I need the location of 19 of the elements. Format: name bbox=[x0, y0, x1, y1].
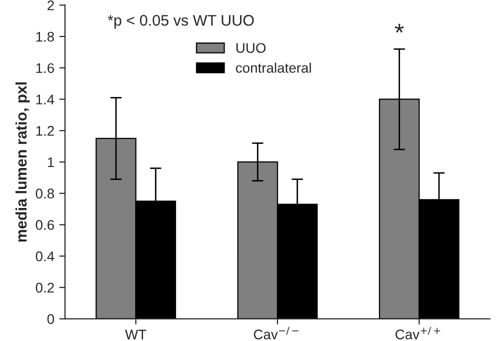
y-tick-label: 2 bbox=[48, 0, 54, 10]
y-tick-label: 1.6 bbox=[36, 63, 54, 74]
legend-label: UUO bbox=[236, 43, 266, 53]
y-tick-label: 0.2 bbox=[36, 282, 54, 293]
annotation: * bbox=[394, 24, 404, 33]
y-tick-label: 0 bbox=[47, 314, 54, 324]
y-tick-label: 1 bbox=[48, 157, 54, 168]
x-tick-label: Cav$^{−/−}$ bbox=[254, 326, 298, 340]
y-tick-label: 1.4 bbox=[36, 94, 54, 104]
y-tick-label: 0.6 bbox=[36, 220, 54, 230]
legend-label: contralateral bbox=[236, 62, 311, 73]
x-tick-label: Cav$^{+/+}$ bbox=[396, 326, 440, 340]
y-tick-label: 1.8 bbox=[36, 32, 54, 42]
y-tick-label: 0.8 bbox=[36, 188, 54, 199]
y-tick-label: 1.2 bbox=[36, 126, 54, 136]
y-tick-label: 0.4 bbox=[36, 251, 54, 262]
x-tick-label: WT bbox=[125, 330, 146, 340]
annotation: *p < 0.05 vs WT UUO bbox=[108, 14, 254, 29]
y-axis-title: media lumen ratio, pxl bbox=[15, 82, 30, 242]
